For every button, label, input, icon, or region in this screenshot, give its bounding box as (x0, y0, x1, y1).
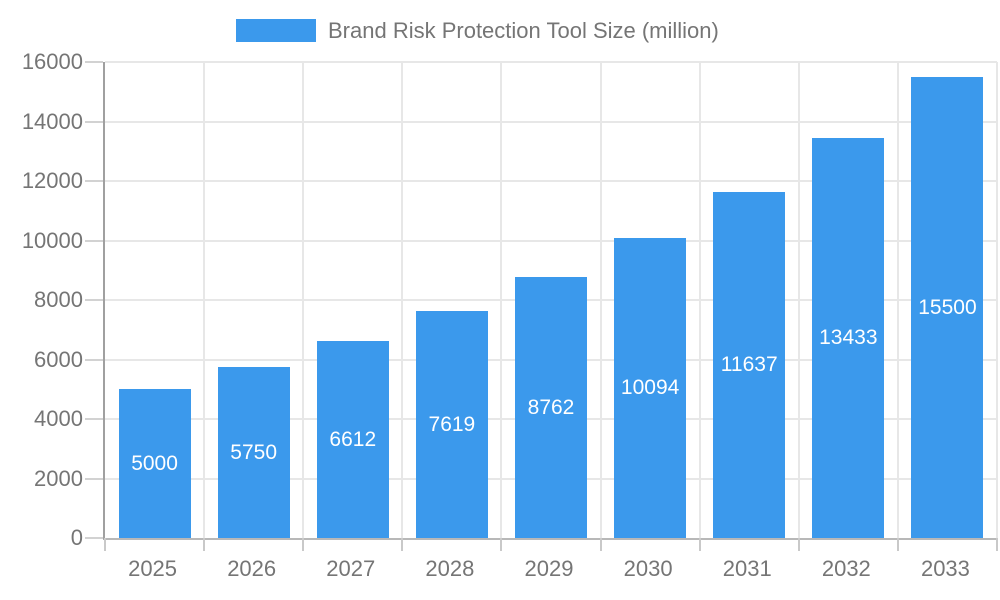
x-tick-label: 2031 (722, 556, 772, 581)
gridline-vertical (500, 62, 503, 538)
y-tick-label: 2000 (34, 465, 83, 491)
legend-swatch[interactable] (236, 19, 316, 42)
x-tick-mark (797, 538, 800, 551)
bar[interactable]: 5750 (217, 367, 290, 538)
bar-value-label: 7619 (428, 412, 476, 436)
y-tick-label: 8000 (34, 287, 83, 312)
gridline-vertical (896, 62, 899, 538)
x-tick-label: 2025 (128, 556, 178, 581)
plot-area: 5000 5750 6612 7619 8762 10094 11637 13433 15500 (85, 61, 998, 551)
gridline-vertical (996, 62, 998, 538)
bar[interactable]: 10094 (614, 238, 687, 538)
y-tick-mark (85, 358, 103, 361)
y-tick-label: 10000 (21, 227, 83, 253)
y-tick-label: 0 (70, 525, 83, 550)
gridline-vertical (203, 62, 206, 538)
y-tick-label: 4000 (34, 406, 83, 431)
bar[interactable]: 5000 (118, 389, 191, 538)
gridline-vertical (302, 62, 305, 538)
y-tick-mark (85, 537, 103, 539)
x-axis: 2025 2026 2027 2028 2029 2030 2031 2032 2033 (103, 552, 995, 586)
y-tick-label: 6000 (34, 346, 83, 372)
y-tick-label: 16000 (21, 49, 83, 74)
bar-value-label: 15500 (918, 295, 977, 319)
legend-label[interactable]: Brand Risk Protection Tool Size (million… (328, 18, 719, 43)
bar[interactable]: 6612 (316, 341, 389, 538)
y-tick-mark (85, 299, 103, 301)
x-tick-mark (500, 538, 503, 551)
x-tick-label: 2029 (524, 556, 574, 581)
gridline-vertical (698, 62, 701, 538)
y-tick-mark (85, 61, 103, 63)
bar[interactable]: 7619 (415, 311, 488, 538)
bar-value-label: 6612 (329, 427, 377, 451)
x-tick-label: 2026 (227, 556, 277, 581)
bar[interactable]: 15500 (911, 77, 984, 538)
bar-value-label: 11637 (720, 353, 778, 376)
gridline-horizontal (105, 239, 997, 242)
bar[interactable]: 8762 (515, 277, 587, 538)
x-tick-mark (599, 538, 602, 551)
bar-value-label: 5750 (230, 440, 278, 464)
y-tick-mark (85, 180, 103, 182)
y-tick-mark (85, 120, 103, 123)
x-tick-label: 2032 (821, 556, 871, 581)
y-tick-label: 14000 (21, 108, 83, 134)
x-tick-label: 2027 (326, 556, 376, 581)
y-tick-mark (85, 477, 103, 480)
gridline-horizontal (105, 180, 997, 182)
x-tick-label: 2033 (920, 556, 970, 581)
x-tick-mark (401, 538, 404, 551)
x-tick-mark (896, 538, 899, 551)
gridline-vertical (599, 62, 602, 538)
x-tick-label: 2028 (425, 556, 475, 581)
bar-value-label: 10094 (620, 376, 680, 399)
x-tick-label: 2030 (623, 556, 673, 581)
x-tick-mark (698, 538, 701, 551)
bar-value-label: 5000 (131, 451, 178, 475)
gridline-horizontal (105, 120, 997, 123)
gridline-horizontal (105, 61, 997, 63)
x-tick-mark (302, 538, 305, 551)
gridline-vertical (797, 62, 800, 538)
y-tick-mark (85, 418, 103, 420)
bar-value-label: 13433 (819, 326, 878, 349)
y-tick-mark (85, 239, 103, 242)
legend[interactable]: Brand Risk Protection Tool Size (million… (236, 17, 719, 44)
x-tick-mark (996, 538, 998, 551)
y-axis: 0 2000 4000 6000 8000 10000 12000 14000 16000 (0, 49, 83, 550)
x-tick-mark (104, 538, 106, 551)
x-tick-mark (203, 538, 206, 551)
bar[interactable]: 11637 (713, 192, 786, 538)
y-tick-label: 12000 (21, 168, 83, 193)
bar[interactable]: 13433 (812, 138, 885, 538)
gridline-vertical (401, 62, 404, 538)
bar-value-label: 8762 (527, 395, 575, 419)
